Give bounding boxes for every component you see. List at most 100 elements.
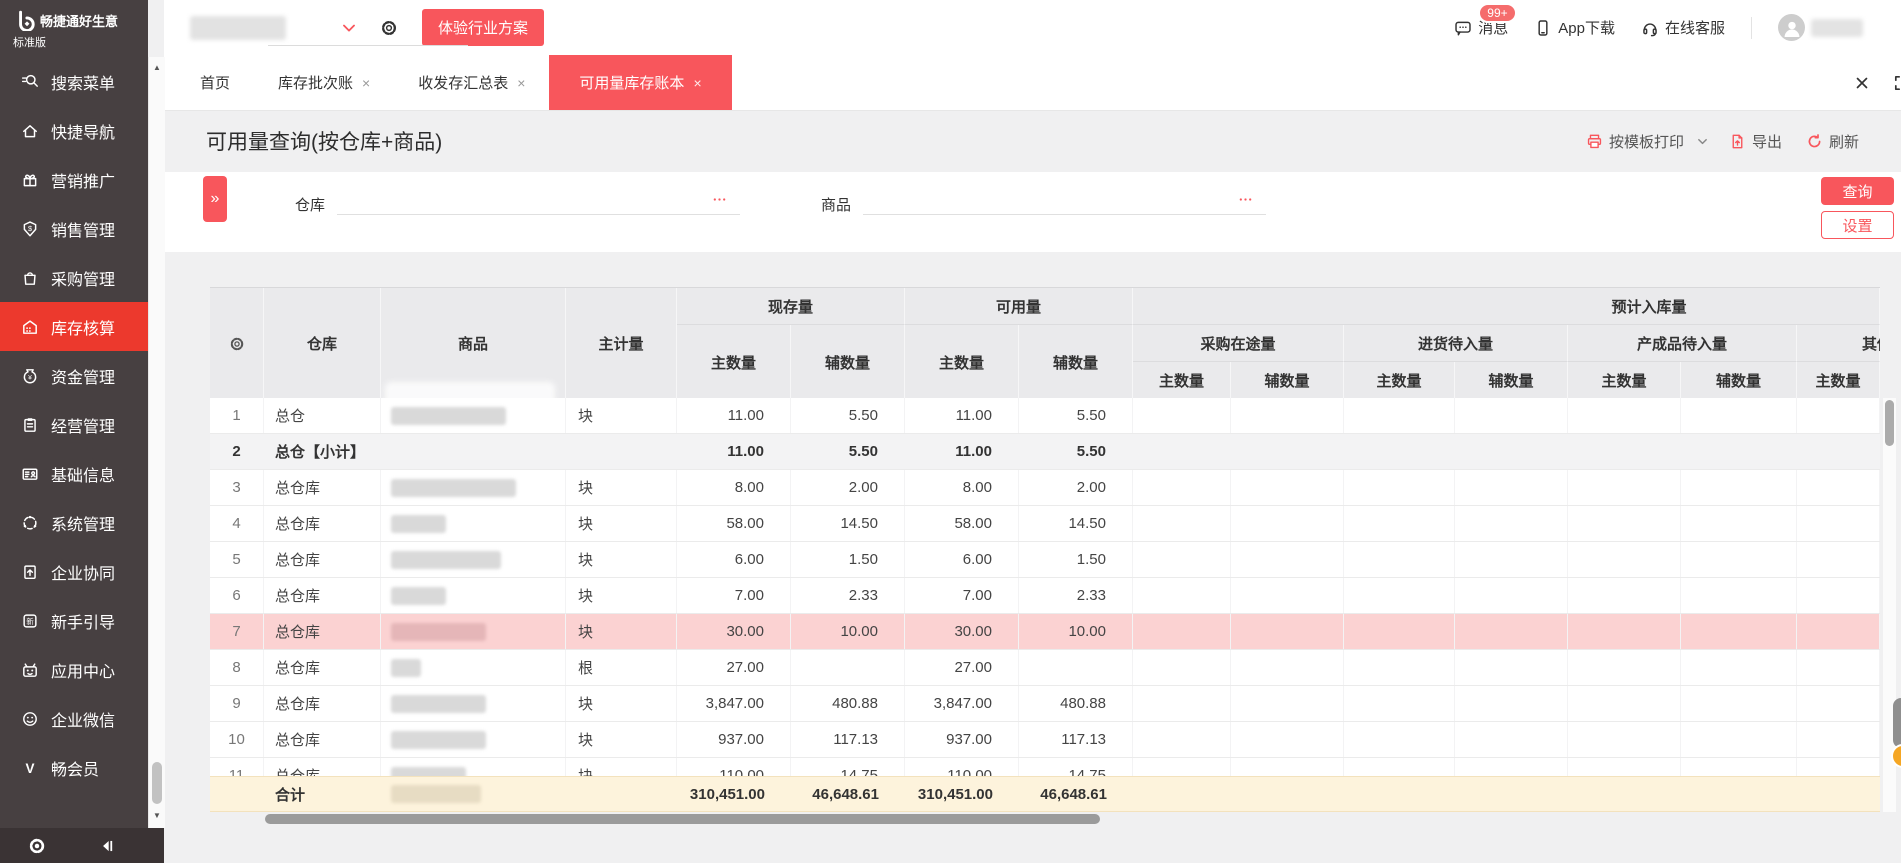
header-辅数量: 辅数量 [1681,362,1797,399]
table-row-1[interactable]: 1 总仓块 11.00 5.50 11.00 5.50 [210,398,1880,434]
query-button[interactable]: 查询 [1821,177,1894,205]
sidebar-item-funds[interactable]: ¥ 资金管理 [0,351,148,400]
vertical-scrollbar[interactable] [1883,398,1896,812]
footer-settings-gear-icon[interactable] [28,837,46,855]
fullscreen-icon[interactable] [1893,74,1901,92]
qty-cell-empty [1231,650,1344,685]
column-gear-icon[interactable] [229,336,245,352]
table-row-5[interactable]: 5 总仓库块 6.00 1.50 6.00 1.50 [210,542,1880,578]
brand-edition: 标准版 [13,37,46,49]
vertical-scroll-thumb[interactable] [1885,400,1894,446]
sales-icon: $ [21,220,39,238]
sidebar-item-app-center[interactable]: 应用中心 [0,645,148,694]
table-row-8[interactable]: 8 总仓库根 27.00 27.00 [210,650,1880,686]
header-主数量: 主数量 [1797,362,1880,399]
row-number: 7 [210,614,264,649]
horizontal-scrollbar[interactable] [210,812,1880,826]
sidebar-scroll-thumb[interactable] [152,762,162,804]
settings-button[interactable]: 设置 [1821,211,1894,239]
qty-cell-empty [1455,722,1568,757]
tab-actions [1853,74,1901,92]
export-button[interactable]: 导出 [1729,131,1782,152]
messages-label: 消息 [1478,20,1509,37]
filter-expand-button[interactable]: » [203,176,227,222]
sidebar-item-newbie-guide[interactable]: 新 新手引导 [0,596,148,645]
gear-icon[interactable] [380,19,398,37]
qty-cell: 8.00 [905,470,1019,505]
close-icon[interactable] [1853,74,1871,92]
company-name-redacted[interactable] [190,15,286,40]
chevron-down-icon[interactable] [340,19,358,37]
print-by-template-button[interactable]: 按模板打印 [1586,131,1684,152]
header-主数量: 主数量 [1344,362,1455,399]
sidebar-item-quick-nav[interactable]: 快捷导航 [0,106,148,155]
qty-cell: 117.13 [791,722,905,757]
horizontal-scroll-thumb[interactable] [265,814,1100,824]
company-select-underline [268,45,468,46]
row-number: 11 [210,758,264,776]
sidebar-item-inventory[interactable]: 库存核算 [0,302,148,351]
online-service-item[interactable]: 在线客服 [1641,17,1725,38]
table-row-3[interactable]: 3 总仓库块 8.00 2.00 8.00 2.00 [210,470,1880,506]
sidebar-item-base-info[interactable]: 基础信息 [0,449,148,498]
qty-cell: 14.50 [1019,506,1133,541]
header-主计量: 主计量 [566,288,677,399]
sidebar-item-search-menu[interactable]: 搜索菜单 [0,57,148,106]
sidebar-collapse-icon[interactable] [98,837,116,855]
table-row-7[interactable]: 7 总仓库块 30.00 10.00 30.00 10.00 [210,614,1880,650]
table-row-4[interactable]: 4 总仓库块 58.00 14.50 58.00 14.50 [210,506,1880,542]
floating-widget[interactable] [1893,698,1901,748]
trial-solution-button[interactable]: 体验行业方案 [422,9,545,46]
qty-cell-empty [1681,578,1797,613]
tab-可用量库存账本[interactable]: 可用量库存账本 × [549,55,732,110]
header-subgroup-其他待入量: 其他待入量 [1797,325,1880,362]
person-icon [1781,17,1803,39]
table-row-9[interactable]: 9 总仓库块 3,847.00 480.88 3,847.00 480.88 [210,686,1880,722]
sidebar-item-wecom[interactable]: 企业微信 [0,694,148,743]
tab-收发存汇总表[interactable]: 收发存汇总表 × [394,55,549,110]
scroll-down-icon[interactable]: ▼ [153,811,161,820]
sidebar-item-label: 企业微信 [51,712,116,730]
sidebar-scrollbar[interactable]: ▲ ▼ [148,57,165,828]
tab-close-icon[interactable]: × [517,74,526,91]
tab-close-icon[interactable]: × [693,74,702,91]
warehouse-picker-ellipsis-icon[interactable] [712,192,727,207]
divider [1751,16,1752,39]
tab-close-icon[interactable]: × [362,74,371,91]
sidebar-item-label: 企业协同 [51,565,116,583]
user-item[interactable] [1778,14,1863,41]
qty-cell: 10.00 [1019,614,1133,649]
refresh-button[interactable]: 刷新 [1806,131,1859,152]
product-filter-input[interactable] [863,186,1266,215]
money-bag-icon: ¥ [21,367,39,385]
unit-cell: 块 [566,722,677,757]
qty-cell: 7.00 [905,578,1019,613]
sidebar-item-sales[interactable]: $ 销售管理 [0,204,148,253]
tab-首页[interactable]: 首页 [176,55,254,110]
sidebar-item-purchase[interactable]: 采购管理 [0,253,148,302]
qty-cell-empty [1344,506,1455,541]
app-download-item[interactable]: App下载 [1534,17,1615,38]
sidebar-item-member[interactable]: V 畅会员 [0,743,148,792]
tab-库存批次账[interactable]: 库存批次账 × [254,55,394,110]
messages-item[interactable]: 消息 99+ [1454,3,1517,38]
product-cell-redacted [381,470,566,505]
qty-cell-empty [1681,434,1797,469]
product-cell-redacted [381,722,566,757]
print-dropdown-chevron-icon[interactable] [1696,135,1709,148]
scroll-up-icon[interactable]: ▲ [153,63,161,72]
table-row-10[interactable]: 10 总仓库块 937.00 117.13 937.00 117.13 [210,722,1880,758]
qty-cell: 5.50 [791,398,905,433]
sidebar-item-marketing[interactable]: 营销推广 [0,155,148,204]
table-row-2[interactable]: 2 总仓【小计】 11.00 5.50 11.00 5.50 [210,434,1880,470]
warehouse-filter-input[interactable] [337,186,740,215]
product-picker-ellipsis-icon[interactable] [1238,192,1253,207]
sidebar-item-collaboration[interactable]: 企业协同 [0,547,148,596]
sidebar-item-operation[interactable]: 经营管理 [0,400,148,449]
qty-cell-empty [1344,722,1455,757]
avatar [1778,14,1805,41]
sidebar-item-label: 畅会员 [51,761,100,779]
table-row-6[interactable]: 6 总仓库块 7.00 2.33 7.00 2.33 [210,578,1880,614]
sidebar-item-system[interactable]: 系统管理 [0,498,148,547]
